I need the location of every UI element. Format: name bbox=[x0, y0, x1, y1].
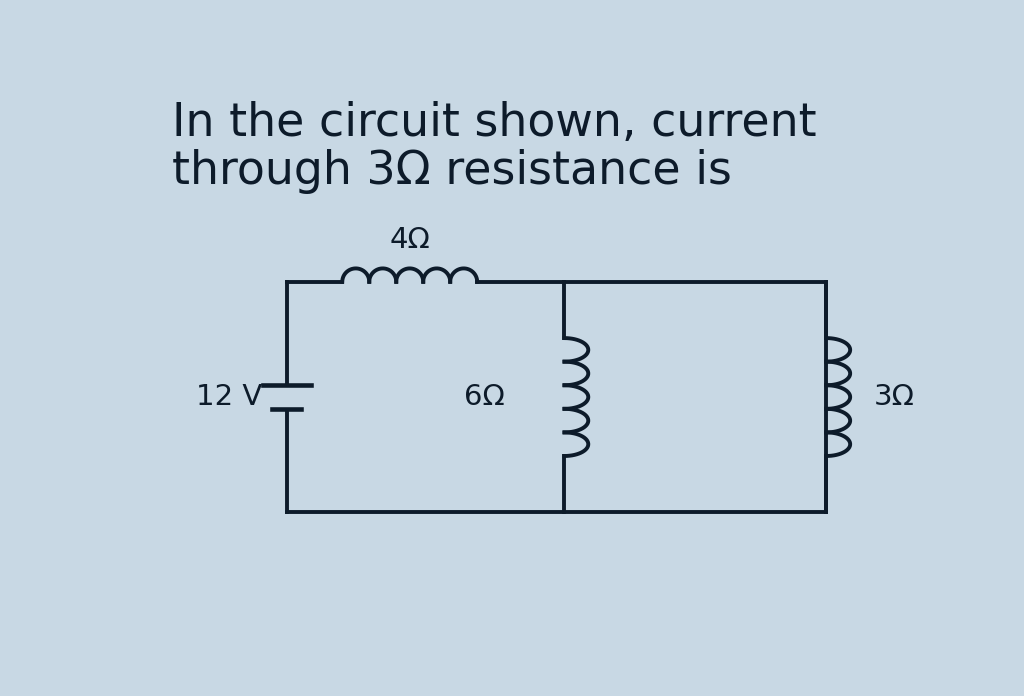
Text: 12 V: 12 V bbox=[197, 383, 263, 411]
Text: 6Ω: 6Ω bbox=[464, 383, 505, 411]
Text: 3Ω: 3Ω bbox=[874, 383, 914, 411]
Text: through 3Ω resistance is: through 3Ω resistance is bbox=[172, 150, 731, 194]
Text: In the circuit shown, current: In the circuit shown, current bbox=[172, 101, 816, 146]
Text: 4Ω: 4Ω bbox=[389, 226, 430, 254]
